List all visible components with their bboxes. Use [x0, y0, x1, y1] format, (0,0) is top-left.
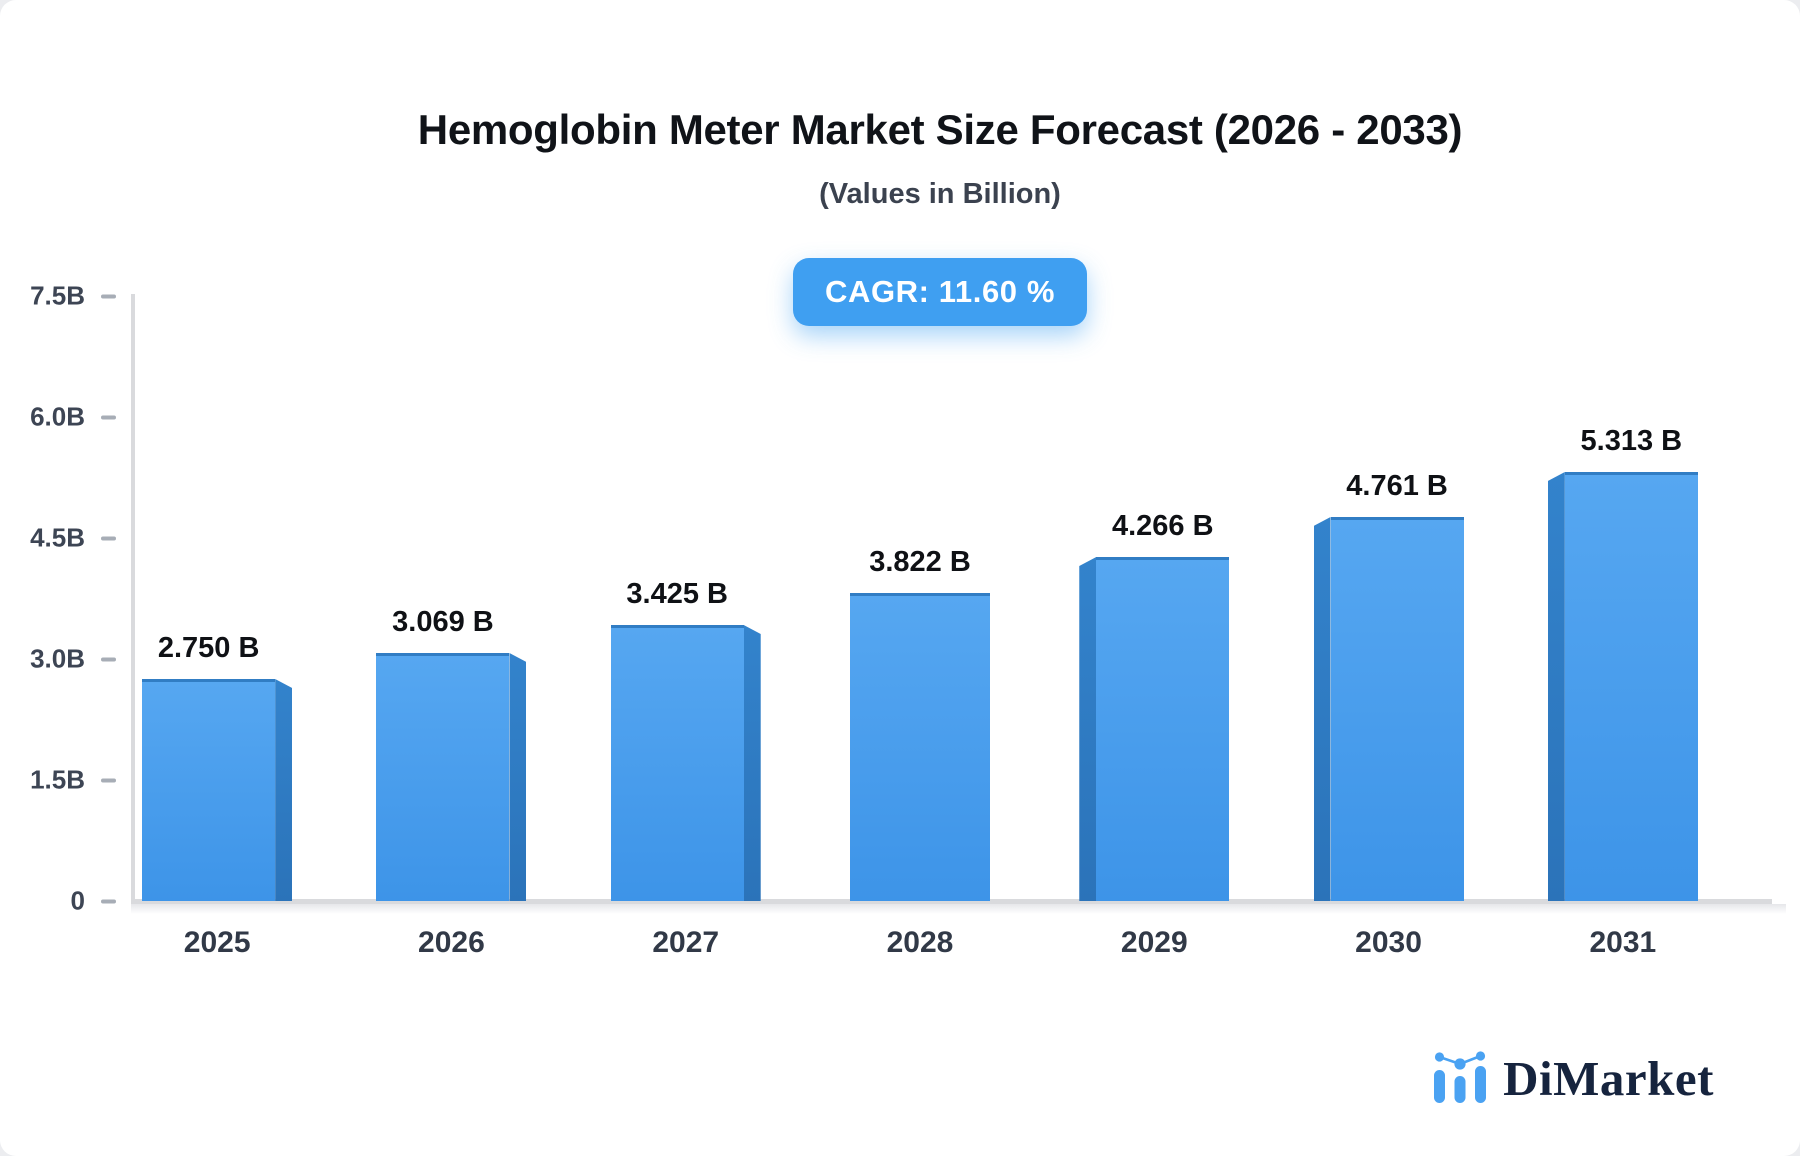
y-axis-tick: 0 [71, 886, 116, 917]
bar-chart-with-dots-icon [1434, 1051, 1487, 1103]
x-axis-shadow [131, 904, 1786, 914]
bar-slot: 5.313 B [1506, 296, 1740, 901]
y-tick-label: 7.5B [30, 280, 85, 311]
bar-side-face [509, 653, 527, 901]
y-axis-tick: 6.0B [30, 402, 116, 433]
bar [610, 625, 744, 901]
bar-3d-shape: 3.822 B [849, 546, 990, 901]
x-tick-label: 2028 [886, 926, 954, 959]
bars-layer: 2.750 B 3.069 B 3.425 B 3.822 B 4.266 B 4.761… [100, 296, 1740, 901]
bar-slot: 2.750 B [100, 296, 334, 901]
bar-3d-shape: 2.750 B [142, 632, 293, 901]
bar-3d-shape: 4.266 B [1079, 510, 1230, 901]
y-axis-tick: 4.5B [30, 523, 116, 554]
y-tick-label: 4.5B [30, 522, 85, 553]
bar-3d-shape: 5.313 B [1547, 425, 1698, 901]
y-tick-label: 6.0B [30, 401, 85, 432]
bar-slot: 3.069 B [334, 296, 568, 901]
x-tick-label: 2025 [183, 926, 251, 959]
x-tick-label: 2029 [1120, 926, 1188, 959]
y-tick-mark [101, 536, 116, 540]
x-axis-line [131, 899, 1772, 904]
y-axis-tick: 3.0B [30, 644, 116, 675]
bar-slot: 3.822 B [803, 296, 1037, 901]
bar [376, 653, 510, 901]
bar-value-label: 3.822 B [869, 546, 971, 578]
bar [1330, 517, 1464, 901]
logo-text: DiMarket [1503, 1051, 1714, 1106]
bar-value-label: 3.425 B [626, 578, 728, 610]
y-tick-mark [101, 778, 116, 782]
x-tick-label: 2030 [1355, 926, 1422, 959]
chart-header: Hemoglobin Meter Market Size Forecast (2… [80, 106, 1800, 211]
y-tick-mark [101, 899, 116, 903]
bar-side-face [743, 625, 761, 901]
y-tick-mark [101, 657, 116, 661]
chart-subtitle: (Values in Billion) [819, 178, 1061, 210]
bar-3d-shape: 3.425 B [610, 578, 761, 901]
bar-side-face [275, 679, 293, 901]
bar-side-face [1313, 517, 1331, 901]
bar-side-face [1547, 472, 1565, 901]
chart-title: Hemoglobin Meter Market Size Forecast (2… [417, 106, 1463, 153]
x-tick-label: 2027 [652, 926, 720, 959]
bar-value-label: 5.313 B [1580, 425, 1683, 457]
x-axis-labels: 2025 2026 2027 2028 2029 2030 2031 [100, 926, 1740, 960]
x-tick-label: 2026 [418, 926, 485, 959]
bar-3d-shape: 3.069 B [376, 606, 527, 901]
y-axis-line [131, 294, 135, 904]
cagr-badge-row: CAGR: 11.60 % [80, 258, 1800, 326]
y-axis-ticks: 7.5B 6.0B 4.5B 3.0B 1.5B 0 [0, 281, 131, 916]
x-tick-label: 2031 [1589, 926, 1657, 959]
y-tick-mark [101, 294, 116, 298]
cagr-badge: CAGR: 11.60 % [792, 258, 1088, 326]
bar [849, 593, 990, 901]
y-tick-label: 1.5B [30, 764, 85, 795]
y-axis-tick: 1.5B [30, 765, 116, 796]
bar [1096, 557, 1230, 901]
dimarket-logo: DiMarket [1432, 1050, 1714, 1103]
bar-side-face [1079, 557, 1097, 901]
y-axis-tick: 7.5B [30, 281, 116, 312]
bar [142, 679, 276, 901]
y-tick-mark [101, 415, 116, 419]
bar-slot: 3.425 B [569, 296, 803, 901]
y-tick-label: 3.0B [30, 643, 85, 674]
bar-value-label: 2.750 B [157, 632, 260, 664]
bar-slot: 4.266 B [1037, 296, 1271, 901]
bar-3d-shape: 4.761 B [1313, 470, 1464, 901]
bar-value-label: 4.266 B [1111, 510, 1214, 542]
y-tick-label: 0 [70, 885, 85, 916]
bar [1564, 472, 1698, 901]
bar-slot: 4.761 B [1271, 296, 1505, 901]
bar-value-label: 4.761 B [1346, 470, 1448, 502]
bar-value-label: 3.069 B [392, 606, 494, 638]
